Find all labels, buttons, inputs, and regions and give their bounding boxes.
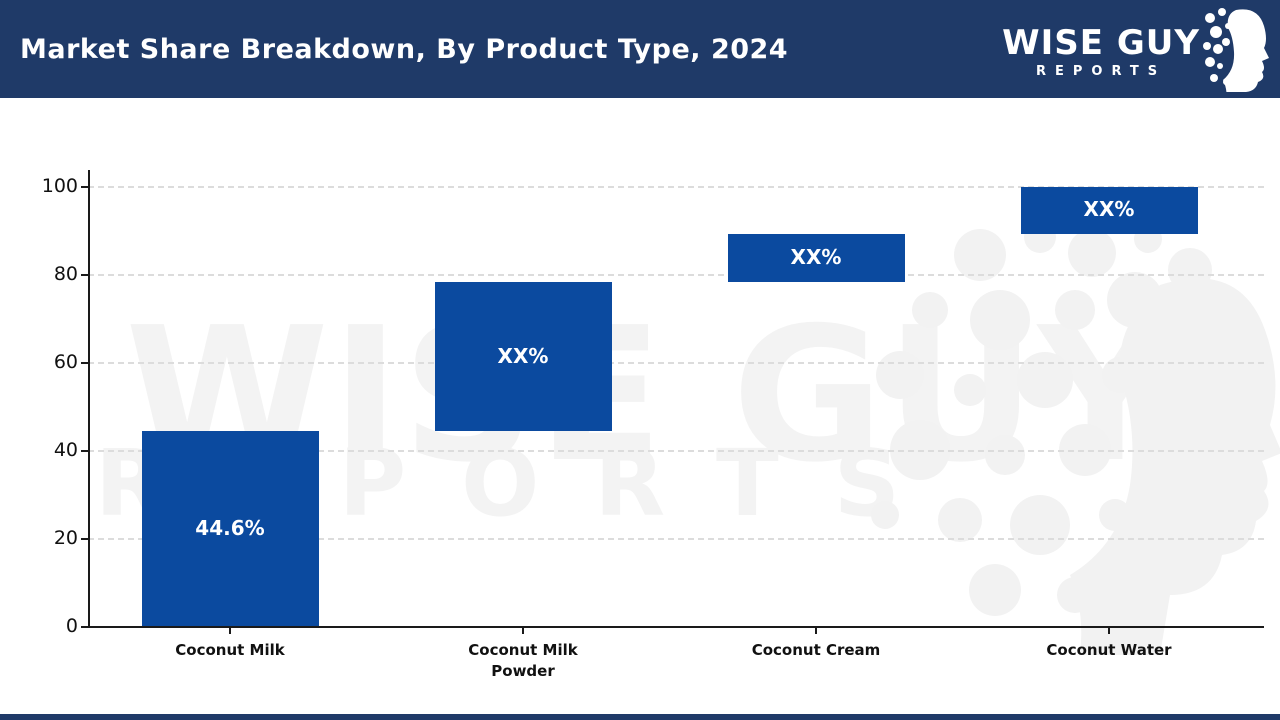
y-tick-label: 100 xyxy=(41,175,78,197)
gridline-40 xyxy=(88,450,1264,452)
y-tick-mark xyxy=(81,538,88,540)
x-category-label-coconut-water: Coconut Water xyxy=(1046,641,1172,659)
gridline-100 xyxy=(88,186,1264,188)
x-tick-mark xyxy=(1108,628,1110,634)
bar-coconut-milk xyxy=(141,430,319,627)
wiseguy-logo-subtitle: REPORTS xyxy=(1036,64,1167,79)
y-tick-label: 40 xyxy=(53,439,78,461)
y-tick-mark xyxy=(81,626,88,628)
gridline-20 xyxy=(88,538,1264,540)
x-tick-mark xyxy=(229,628,231,634)
wiseguy-logo: WISE GUY REPORTS xyxy=(1002,4,1272,92)
y-tick-mark xyxy=(81,450,88,452)
wiseguy-logo-name: WISE GUY xyxy=(1002,23,1200,63)
wiseguy-logo-text: WISE GUY REPORTS xyxy=(1002,23,1200,79)
y-tick-label: 60 xyxy=(53,351,78,373)
gridline-60 xyxy=(88,362,1264,364)
bar-coconut-milk-powder xyxy=(434,282,612,431)
x-category-label-coconut-milk: Coconut Milk xyxy=(175,641,285,659)
bar-value-label-coconut-cream: XX% xyxy=(790,245,842,270)
y-tick-label: 80 xyxy=(53,263,78,285)
y-tick-mark xyxy=(81,362,88,364)
x-axis-line xyxy=(88,626,1264,628)
y-tick-label: 20 xyxy=(53,527,78,549)
y-axis-line xyxy=(88,170,90,627)
x-tick-mark xyxy=(522,628,524,634)
bar-value-label-coconut-milk: 44.6% xyxy=(195,515,265,540)
watermark-head-icon xyxy=(871,221,1280,655)
x-category-label-coconut-milk-powder: Coconut Milk Powder xyxy=(468,641,578,680)
y-tick-mark xyxy=(81,274,88,276)
y-tick-label: 0 xyxy=(65,615,78,637)
footer-bar xyxy=(0,714,1280,720)
bar-value-label-coconut-milk-powder: XX% xyxy=(497,343,549,368)
gridline-80 xyxy=(88,274,1264,276)
bar-value-label-coconut-water: XX% xyxy=(1083,197,1135,222)
y-tick-mark xyxy=(81,186,88,188)
x-category-label-coconut-cream: Coconut Cream xyxy=(751,641,881,659)
header: Market Share Breakdown, By Product Type,… xyxy=(0,0,1280,98)
x-tick-mark xyxy=(815,628,817,634)
wiseguy-head-icon xyxy=(1203,8,1269,92)
chart-title: Market Share Breakdown, By Product Type,… xyxy=(20,33,789,65)
bar-coconut-cream xyxy=(727,233,905,283)
bar-coconut-water xyxy=(1020,187,1198,234)
